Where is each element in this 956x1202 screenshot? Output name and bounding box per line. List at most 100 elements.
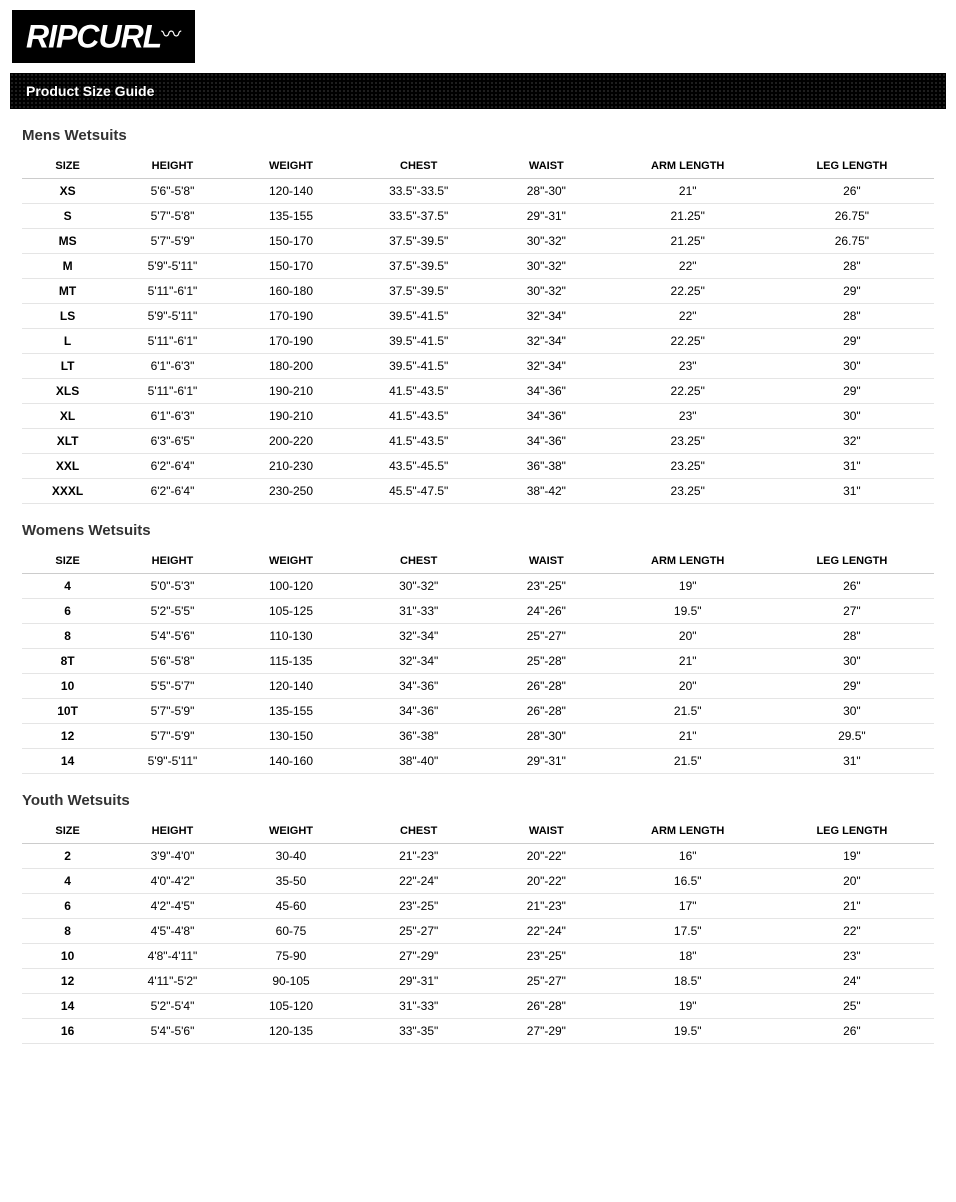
cell-waist: 26"-28" xyxy=(487,994,606,1019)
cell-arm: 22.25" xyxy=(606,329,770,354)
cell-chest: 30"-32" xyxy=(350,574,487,599)
cell-leg: 31" xyxy=(770,479,934,504)
cell-arm: 19.5" xyxy=(606,599,770,624)
page-title: Product Size Guide xyxy=(26,83,154,99)
cell-height: 5'0"-5'3" xyxy=(113,574,232,599)
col-header: WEIGHT xyxy=(232,154,351,179)
cell-arm: 19" xyxy=(606,574,770,599)
cell-waist: 30"-32" xyxy=(487,279,606,304)
cell-waist: 34"-36" xyxy=(487,404,606,429)
cell-waist: 21"-23" xyxy=(487,894,606,919)
cell-weight: 105-125 xyxy=(232,599,351,624)
col-header: ARM LENGTH xyxy=(606,549,770,574)
table-row: LS5'9"-5'11"170-19039.5"-41.5"32"-34"22"… xyxy=(22,304,934,329)
table-row: XL6'1"-6'3"190-21041.5"-43.5"34"-36"23"3… xyxy=(22,404,934,429)
cell-chest: 31"-33" xyxy=(350,994,487,1019)
cell-weight: 115-135 xyxy=(232,649,351,674)
cell-arm: 19" xyxy=(606,994,770,1019)
cell-leg: 29" xyxy=(770,379,934,404)
table-row: 44'0"-4'2"35-5022"-24"20"-22"16.5"20" xyxy=(22,869,934,894)
table-header-row: SIZEHEIGHTWEIGHTCHESTWAISTARM LENGTHLEG … xyxy=(22,549,934,574)
table-row: 104'8"-4'11"75-9027"-29"23"-25"18"23" xyxy=(22,944,934,969)
col-header: LEG LENGTH xyxy=(770,549,934,574)
cell-leg: 25" xyxy=(770,994,934,1019)
cell-leg: 31" xyxy=(770,749,934,774)
cell-waist: 25"-27" xyxy=(487,624,606,649)
cell-height: 5'7"-5'9" xyxy=(113,699,232,724)
cell-weight: 105-120 xyxy=(232,994,351,1019)
cell-height: 4'5"-4'8" xyxy=(113,919,232,944)
section-title: Mens Wetsuits xyxy=(22,127,934,144)
logo-bar: RIPCURL〰 xyxy=(0,0,956,73)
cell-weight: 90-105 xyxy=(232,969,351,994)
cell-arm: 22.25" xyxy=(606,279,770,304)
cell-chest: 45.5"-47.5" xyxy=(350,479,487,504)
cell-arm: 20" xyxy=(606,674,770,699)
brand-logo-text: RIPCURL xyxy=(26,18,161,54)
cell-leg: 30" xyxy=(770,404,934,429)
col-header: LEG LENGTH xyxy=(770,154,934,179)
content-area: Mens Wetsuits SIZEHEIGHTWEIGHTCHESTWAISTA… xyxy=(0,127,956,1064)
cell-size: LS xyxy=(22,304,113,329)
cell-leg: 26" xyxy=(770,574,934,599)
size-table: SIZEHEIGHTWEIGHTCHESTWAISTARM LENGTHLEG … xyxy=(22,549,934,774)
cell-waist: 26"-28" xyxy=(487,674,606,699)
cell-height: 5'9"-5'11" xyxy=(113,304,232,329)
cell-leg: 27" xyxy=(770,599,934,624)
cell-weight: 110-130 xyxy=(232,624,351,649)
table-row: 145'2"-5'4"105-12031"-33"26"-28"19"25" xyxy=(22,994,934,1019)
cell-leg: 28" xyxy=(770,254,934,279)
cell-weight: 120-140 xyxy=(232,674,351,699)
cell-arm: 23.25" xyxy=(606,479,770,504)
cell-chest: 33.5"-37.5" xyxy=(350,204,487,229)
col-header: SIZE xyxy=(22,549,113,574)
cell-waist: 27"-29" xyxy=(487,1019,606,1044)
cell-chest: 41.5"-43.5" xyxy=(350,429,487,454)
cell-arm: 21.5" xyxy=(606,749,770,774)
cell-arm: 22" xyxy=(606,254,770,279)
col-header: ARM LENGTH xyxy=(606,819,770,844)
cell-waist: 34"-36" xyxy=(487,379,606,404)
cell-arm: 18" xyxy=(606,944,770,969)
table-row: XXXL6'2"-6'4"230-25045.5"-47.5"38"-42"23… xyxy=(22,479,934,504)
cell-height: 5'5"-5'7" xyxy=(113,674,232,699)
cell-waist: 24"-26" xyxy=(487,599,606,624)
cell-weight: 210-230 xyxy=(232,454,351,479)
table-row: 64'2"-4'5"45-6023"-25"21"-23"17"21" xyxy=(22,894,934,919)
cell-chest: 22"-24" xyxy=(350,869,487,894)
cell-height: 5'9"-5'11" xyxy=(113,254,232,279)
cell-waist: 22"-24" xyxy=(487,919,606,944)
cell-arm: 19.5" xyxy=(606,1019,770,1044)
cell-waist: 28"-30" xyxy=(487,724,606,749)
cell-leg: 28" xyxy=(770,304,934,329)
cell-arm: 23.25" xyxy=(606,429,770,454)
col-header: WAIST xyxy=(487,819,606,844)
table-row: XLT6'3"-6'5"200-22041.5"-43.5"34"-36"23.… xyxy=(22,429,934,454)
table-row: 85'4"-5'6"110-13032"-34"25"-27"20"28" xyxy=(22,624,934,649)
cell-weight: 130-150 xyxy=(232,724,351,749)
table-row: 105'5"-5'7"120-14034"-36"26"-28"20"29" xyxy=(22,674,934,699)
cell-size: MS xyxy=(22,229,113,254)
table-header-row: SIZEHEIGHTWEIGHTCHESTWAISTARM LENGTHLEG … xyxy=(22,154,934,179)
cell-height: 5'11"-6'1" xyxy=(113,279,232,304)
cell-weight: 135-155 xyxy=(232,699,351,724)
cell-arm: 23.25" xyxy=(606,454,770,479)
table-row: L5'11"-6'1"170-19039.5"-41.5"32"-34"22.2… xyxy=(22,329,934,354)
cell-waist: 29"-31" xyxy=(487,204,606,229)
cell-waist: 23"-25" xyxy=(487,944,606,969)
cell-waist: 30"-32" xyxy=(487,254,606,279)
table-row: XXL6'2"-6'4"210-23043.5"-45.5"36"-38"23.… xyxy=(22,454,934,479)
cell-waist: 32"-34" xyxy=(487,304,606,329)
table-row: 8T5'6"-5'8"115-13532"-34"25"-28"21"30" xyxy=(22,649,934,674)
cell-chest: 31"-33" xyxy=(350,599,487,624)
cell-chest: 34"-36" xyxy=(350,699,487,724)
table-row: 165'4"-5'6"120-13533"-35"27"-29"19.5"26" xyxy=(22,1019,934,1044)
cell-leg: 31" xyxy=(770,454,934,479)
cell-leg: 26.75" xyxy=(770,229,934,254)
cell-height: 5'2"-5'4" xyxy=(113,994,232,1019)
cell-arm: 17.5" xyxy=(606,919,770,944)
cell-height: 4'8"-4'11" xyxy=(113,944,232,969)
cell-waist: 38"-42" xyxy=(487,479,606,504)
cell-height: 4'0"-4'2" xyxy=(113,869,232,894)
cell-size: XLS xyxy=(22,379,113,404)
